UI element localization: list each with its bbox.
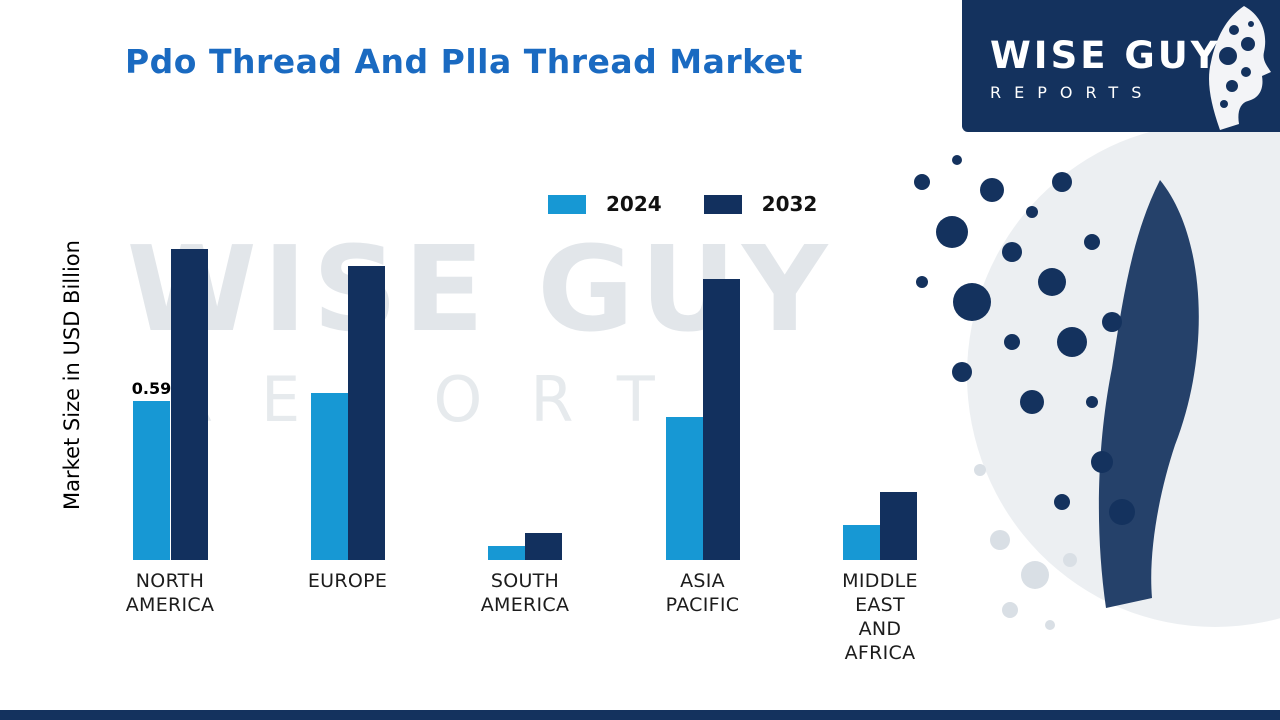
bar-2024-middle-east-and-africa <box>843 525 880 560</box>
bar-wrap-2024-asia-pacific <box>665 417 703 560</box>
bar-wrap-2032-middle-east-and-africa <box>880 492 917 560</box>
legend-label-2032: 2032 <box>761 192 818 216</box>
bar-2032-asia-pacific <box>702 279 740 560</box>
brand-logo: WISE GUY REPORTS <box>962 0 1280 132</box>
bar-wrap-2032-south-america <box>525 533 562 560</box>
bar-2032-south-america <box>525 533 562 560</box>
bars-middle-east-and-africa <box>843 492 917 560</box>
bar-2024-asia-pacific <box>665 417 703 560</box>
brand-name: WISE GUY <box>990 34 1221 77</box>
logo-head-icon <box>1209 6 1271 130</box>
bar-2024-south-america <box>488 546 525 560</box>
legend-label-2024: 2024 <box>606 192 662 216</box>
y-axis-label: Market Size in USD Billion <box>60 240 84 510</box>
category-label-middle-east-and-africa: MIDDLE EAST AND AFRICA <box>842 570 918 664</box>
bottom-accent-bar <box>0 710 1280 720</box>
bar-wrap-2024-north-america: 0.59 <box>132 379 171 560</box>
bar-group-south-america: SOUTH AMERICA <box>450 200 600 616</box>
bar-group-asia-pacific: ASIA PACIFIC <box>628 200 778 616</box>
bar-wrap-2032-asia-pacific <box>702 279 740 560</box>
bars-asia-pacific <box>665 279 740 560</box>
bars-south-america <box>488 533 562 560</box>
bar-wrap-2024-south-america <box>488 546 525 560</box>
bar-2032-middle-east-and-africa <box>880 492 917 560</box>
legend-item-2024: 2024 <box>548 192 662 216</box>
legend-swatch-2032 <box>703 194 742 214</box>
bar-wrap-2032-north-america <box>171 249 209 560</box>
brand-logo-text: WISE GUY REPORTS <box>990 34 1221 102</box>
bar-group-north-america: 0.59 NORTH AMERICA <box>95 200 245 616</box>
category-label-north-america: NORTH AMERICA <box>125 570 215 616</box>
category-label-asia-pacific: ASIA PACIFIC <box>665 570 740 616</box>
bar-group-europe: EUROPE <box>273 200 423 592</box>
bar-wrap-2024-middle-east-and-africa <box>843 525 880 560</box>
bars-europe <box>310 266 385 560</box>
category-label-europe: EUROPE <box>307 570 388 592</box>
bar-2024-europe <box>310 393 348 560</box>
chart-legend: 2024 2032 <box>548 192 817 216</box>
bar-chart: 0.59 NORTH AMERICA EUROPE SOUTH AMERICA ASIA PA… <box>95 200 955 664</box>
legend-swatch-2024 <box>548 194 586 214</box>
bar-group-middle-east-and-africa: MIDDLE EAST AND AFRICA <box>805 200 955 664</box>
bar-2032-north-america <box>171 249 209 560</box>
category-label-south-america: SOUTH AMERICA <box>480 570 570 616</box>
bar-value-label: 0.59 <box>131 379 172 398</box>
bar-2024-north-america <box>132 401 170 560</box>
bar-2032-europe <box>347 266 385 560</box>
bar-wrap-2032-europe <box>347 266 385 560</box>
bar-wrap-2024-europe <box>310 393 348 560</box>
page-title: Pdo Thread And Plla Thread Market <box>125 42 803 81</box>
legend-item-2032: 2032 <box>703 192 818 216</box>
bars-north-america: 0.59 <box>132 249 209 560</box>
decorative-head-graphic <box>914 123 1280 630</box>
brand-tagline: REPORTS <box>990 83 1155 102</box>
watermark-reports-text: REPORTS <box>169 362 791 436</box>
